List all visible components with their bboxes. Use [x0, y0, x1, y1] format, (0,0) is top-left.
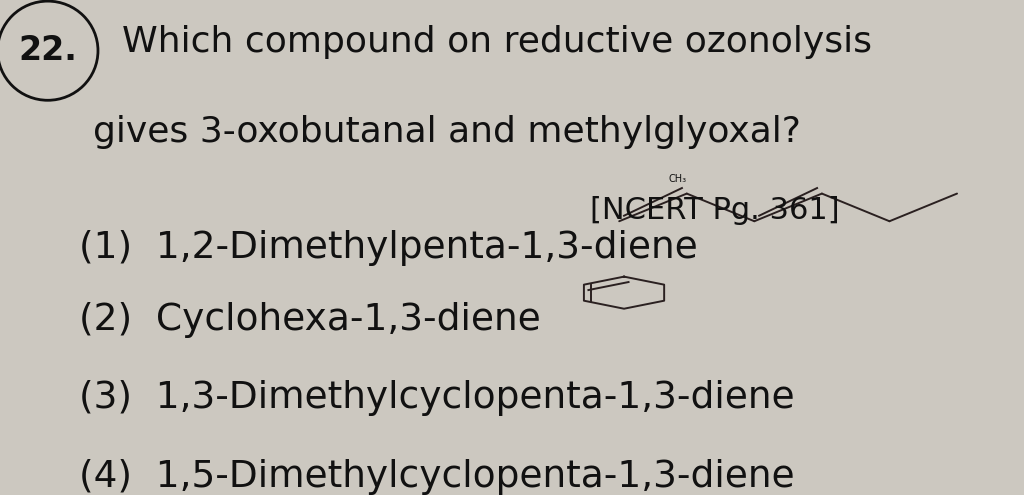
Text: CH₃: CH₃ — [668, 174, 686, 184]
Text: Which compound on reductive ozonolysis: Which compound on reductive ozonolysis — [122, 25, 872, 59]
Text: (2)  Cyclohexa-1,3-diene: (2) Cyclohexa-1,3-diene — [79, 302, 541, 338]
Text: (3)  1,3-Dimethylcyclopenta-1,3-diene: (3) 1,3-Dimethylcyclopenta-1,3-diene — [79, 380, 795, 416]
Text: gives 3-oxobutanal and methylglyoxal?: gives 3-oxobutanal and methylglyoxal? — [93, 115, 801, 149]
Text: (1)  1,2-Dimethylpenta-1,3-diene: (1) 1,2-Dimethylpenta-1,3-diene — [79, 231, 697, 266]
Text: (4)  1,5-Dimethylcyclopenta-1,3-diene: (4) 1,5-Dimethylcyclopenta-1,3-diene — [79, 458, 795, 495]
Text: 22.: 22. — [18, 34, 77, 67]
Text: [NCERT Pg. 361]: [NCERT Pg. 361] — [590, 196, 840, 225]
